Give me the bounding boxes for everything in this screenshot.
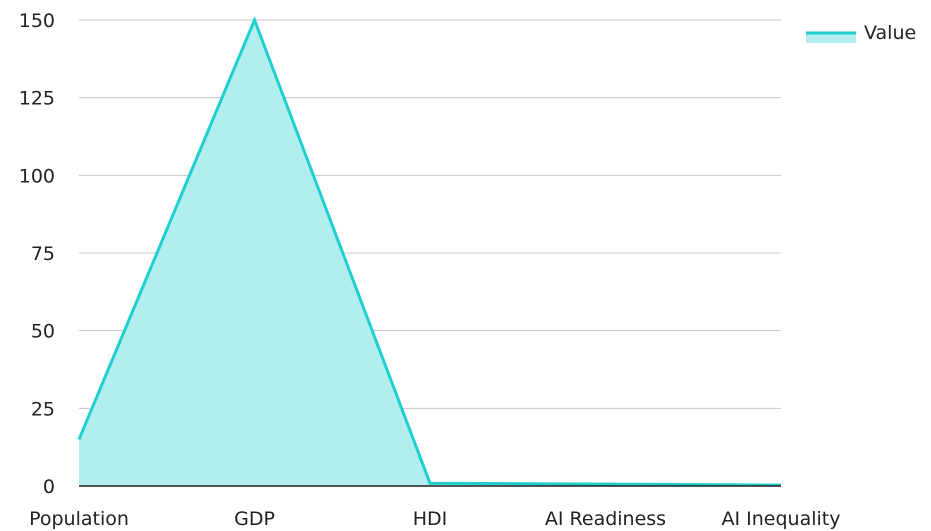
y-tick-label: 75 xyxy=(31,243,55,265)
series-area xyxy=(77,15,782,487)
y-tick-label: 100 xyxy=(19,165,55,187)
legend-swatch-fill xyxy=(806,33,856,43)
y-tick-label: 25 xyxy=(31,398,55,420)
x-tick-label-gdp: GDP xyxy=(234,508,275,530)
y-tick-label: 0 xyxy=(43,476,55,498)
x-axis-ticks: Population GDP HDI AI Readiness AI Inequalit… xyxy=(29,485,841,530)
legend-label-value: Value xyxy=(864,22,916,44)
y-tick-label: 125 xyxy=(19,88,55,110)
series-area-fill xyxy=(79,20,781,486)
x-tick-label-hdi: HDI xyxy=(413,508,448,530)
y-tick-label: 150 xyxy=(19,10,55,32)
x-tick-label-ai-readiness: AI Readiness xyxy=(545,508,666,530)
y-tick-label: 50 xyxy=(31,321,55,343)
x-tick-label-population: Population xyxy=(29,508,129,530)
x-tick-label-ai-inequality: AI Inequality xyxy=(722,508,841,530)
legend: Value xyxy=(806,22,916,44)
y-axis-ticks: 0 25 50 75 100 125 150 xyxy=(19,10,55,498)
